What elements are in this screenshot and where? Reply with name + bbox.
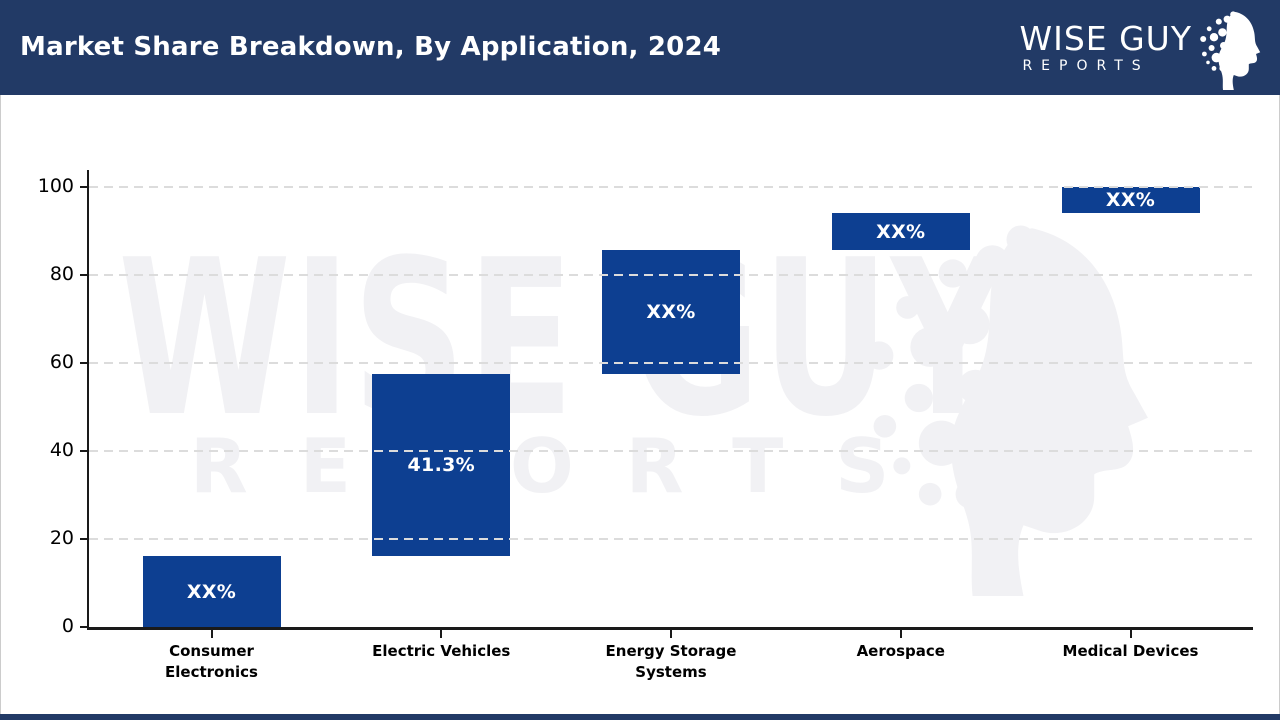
watermark-head-icon	[865, 225, 1148, 596]
x-label-line: Electronics	[165, 663, 258, 681]
y-tick-100	[80, 186, 88, 188]
header-bar: Market Share Breakdown, By Application, …	[0, 0, 1280, 95]
bar-aerospace: XX%	[831, 213, 970, 251]
bar-value-label: XX%	[646, 301, 696, 324]
x-label-aerospace: Aerospace	[786, 641, 1016, 662]
x-tick-electric-vehicles	[440, 630, 443, 638]
x-label-electric-vehicles: Electric Vehicles	[326, 641, 556, 662]
bar-value-label: XX%	[876, 220, 926, 243]
x-label-line: Consumer	[169, 642, 254, 660]
watermark-text-reports: REPORTS	[190, 422, 942, 510]
x-tick-energy-storage-systems	[670, 630, 672, 638]
gridline-y-20	[89, 538, 1252, 540]
y-tick-40	[80, 450, 88, 452]
bar-medical-devices: XX%	[1061, 187, 1200, 214]
y-tick-label-40: 40	[49, 439, 74, 461]
y-tick-label-0: 0	[61, 615, 74, 637]
bar-consumer-electronics: XX%	[142, 556, 281, 627]
gridline-y-100	[89, 186, 1252, 188]
y-tick-label-100: 100	[37, 175, 74, 197]
wise-guy-reports-logo: WISE GUY REPORTS	[1019, 0, 1268, 95]
y-tick-0	[80, 626, 88, 628]
x-tick-medical-devices	[1129, 630, 1132, 638]
y-tick-20	[80, 538, 88, 540]
x-label-medical-devices: Medical Devices	[1016, 641, 1246, 662]
x-label-line: Systems	[635, 663, 707, 681]
gridline-y-40	[89, 450, 1252, 452]
y-tick-label-60: 60	[49, 351, 74, 373]
x-label-line: Aerospace	[856, 642, 945, 660]
logo-subtitle: REPORTS	[1022, 58, 1150, 74]
footer-bar	[0, 714, 1280, 720]
bar-value-label: XX%	[1105, 189, 1156, 212]
logo-text: WISE GUY REPORTS	[1019, 19, 1192, 75]
x-tick-aerospace	[899, 630, 902, 638]
x-label-consumer-electronics: Consumer Electronics	[97, 641, 327, 683]
watermark-text-wiseguy: WISE GUY	[118, 213, 1007, 464]
y-tick-label-80: 80	[49, 263, 74, 285]
gridline-y-80	[89, 274, 1252, 276]
bar-electric-vehicles: 41.3%	[372, 374, 511, 557]
logo-head-icon	[1200, 10, 1261, 90]
x-label-energy-storage-systems: Energy Storage Systems	[556, 641, 786, 683]
x-label-line: Medical Devices	[1062, 642, 1199, 660]
y-tick-80	[80, 274, 88, 276]
bar-energy-storage-systems: XX%	[602, 250, 740, 375]
gridline-y-60	[89, 362, 1252, 364]
chart-title: Market Share Breakdown, By Application, …	[20, 32, 722, 62]
y-tick-60	[80, 362, 88, 364]
x-tick-consumer-electronics	[210, 630, 213, 638]
bar-value-label: 41.3%	[407, 454, 475, 477]
bar-value-label: XX%	[186, 580, 237, 603]
logo-title: WISE GUY	[1019, 19, 1192, 58]
x-label-line: Electric Vehicles	[372, 642, 511, 660]
x-label-line: Energy Storage	[605, 642, 737, 660]
y-tick-label-20: 20	[49, 527, 74, 549]
x-axis	[87, 627, 1253, 630]
y-axis	[87, 170, 89, 629]
